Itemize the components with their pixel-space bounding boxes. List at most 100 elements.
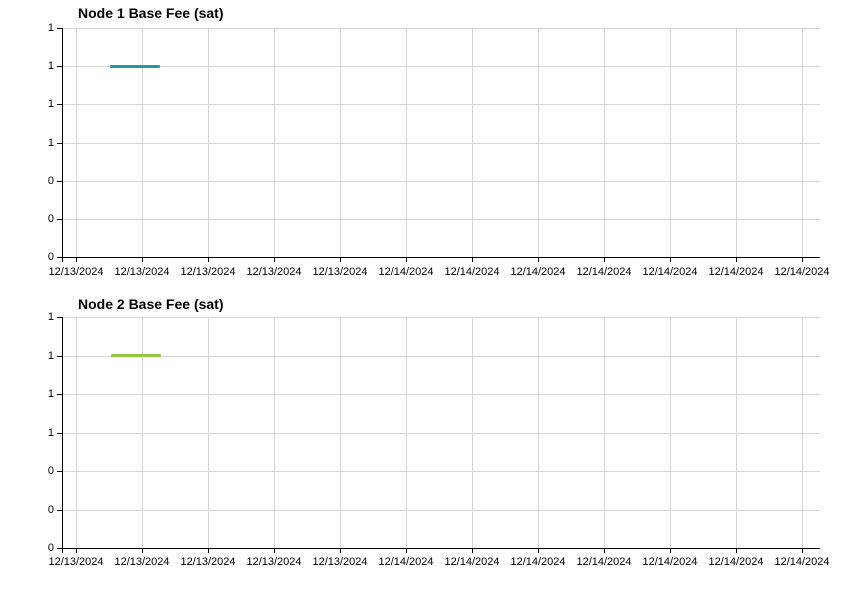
x-axis-tick-label: 12/13/2024 bbox=[180, 556, 236, 568]
x-tick-mark bbox=[142, 257, 143, 262]
x-axis-tick-label: 12/14/2024 bbox=[510, 266, 566, 278]
x-tick-mark bbox=[208, 548, 209, 553]
x-tick-mark bbox=[472, 548, 473, 553]
v-gridline bbox=[538, 28, 539, 257]
x-axis-tick-label: 12/14/2024 bbox=[576, 556, 632, 568]
y-tick-mark bbox=[57, 181, 62, 182]
y-axis-tick-label: 1 bbox=[47, 137, 54, 149]
y-tick-mark bbox=[57, 317, 62, 318]
x-axis-tick-label: 12/13/2024 bbox=[312, 266, 368, 278]
y-tick-mark bbox=[57, 66, 62, 67]
x-axis-tick-label: 12/13/2024 bbox=[246, 556, 302, 568]
h-gridline bbox=[62, 394, 820, 395]
x-axis-tick-label: 12/14/2024 bbox=[774, 556, 830, 568]
x-tick-mark bbox=[736, 257, 737, 262]
v-gridline bbox=[208, 317, 209, 548]
y-tick-mark bbox=[57, 356, 62, 357]
v-gridline bbox=[340, 28, 341, 257]
y-tick-mark bbox=[57, 104, 62, 105]
x-axis-line bbox=[62, 548, 820, 549]
v-gridline bbox=[472, 28, 473, 257]
v-gridline bbox=[604, 28, 605, 257]
h-gridline bbox=[62, 471, 820, 472]
x-tick-mark bbox=[76, 548, 77, 553]
y-axis-tick-label: 1 bbox=[47, 22, 54, 34]
y-tick-mark bbox=[57, 257, 62, 258]
v-gridline bbox=[472, 317, 473, 548]
y-axis-tick-label: 1 bbox=[47, 311, 54, 323]
x-tick-mark bbox=[76, 257, 77, 262]
h-gridline bbox=[62, 317, 820, 318]
y-axis-tick-label: 1 bbox=[47, 388, 54, 400]
y-axis-tick-label: 0 bbox=[47, 213, 54, 225]
x-axis-tick-label: 12/13/2024 bbox=[48, 556, 104, 568]
x-axis-tick-label: 12/14/2024 bbox=[708, 266, 764, 278]
h-gridline bbox=[62, 28, 820, 29]
x-tick-mark bbox=[208, 257, 209, 262]
y-tick-mark bbox=[57, 548, 62, 549]
h-gridline bbox=[62, 66, 820, 67]
x-tick-mark bbox=[142, 548, 143, 553]
h-gridline bbox=[62, 219, 820, 220]
y-axis-tick-label: 1 bbox=[47, 427, 54, 439]
x-axis-tick-label: 12/14/2024 bbox=[378, 556, 434, 568]
y-axis-tick-label: 0 bbox=[47, 504, 54, 516]
v-gridline bbox=[802, 317, 803, 548]
x-axis-tick-label: 12/13/2024 bbox=[48, 266, 104, 278]
x-tick-mark bbox=[274, 257, 275, 262]
y-tick-mark bbox=[57, 471, 62, 472]
x-axis-tick-label: 12/14/2024 bbox=[444, 556, 500, 568]
y-axis-line bbox=[62, 28, 63, 258]
h-gridline bbox=[62, 433, 820, 434]
y-axis-line bbox=[62, 317, 63, 549]
y-tick-mark bbox=[57, 28, 62, 29]
x-tick-mark bbox=[340, 548, 341, 553]
v-gridline bbox=[76, 28, 77, 257]
x-axis-tick-label: 12/14/2024 bbox=[378, 266, 434, 278]
x-tick-mark bbox=[604, 257, 605, 262]
h-gridline bbox=[62, 181, 820, 182]
x-axis-tick-label: 12/14/2024 bbox=[444, 266, 500, 278]
x-axis-tick-label: 12/14/2024 bbox=[774, 266, 830, 278]
y-axis-tick-label: 0 bbox=[47, 251, 54, 263]
series-line-node-2 bbox=[111, 354, 161, 357]
x-tick-mark bbox=[472, 257, 473, 262]
y-tick-mark bbox=[57, 510, 62, 511]
x-tick-mark bbox=[670, 548, 671, 553]
x-axis-tick-label: 12/13/2024 bbox=[114, 556, 170, 568]
y-axis-tick-label: 1 bbox=[47, 60, 54, 72]
v-gridline bbox=[208, 28, 209, 257]
x-axis-tick-label: 12/13/2024 bbox=[312, 556, 368, 568]
v-gridline bbox=[340, 317, 341, 548]
x-tick-mark bbox=[406, 548, 407, 553]
x-axis-tick-label: 12/14/2024 bbox=[510, 556, 566, 568]
h-gridline bbox=[62, 356, 820, 357]
x-tick-mark bbox=[802, 257, 803, 262]
x-axis-tick-label: 12/13/2024 bbox=[114, 266, 170, 278]
x-tick-mark bbox=[538, 257, 539, 262]
v-gridline bbox=[670, 28, 671, 257]
v-gridline bbox=[736, 317, 737, 548]
v-gridline bbox=[406, 28, 407, 257]
x-axis-tick-label: 12/14/2024 bbox=[576, 266, 632, 278]
h-gridline bbox=[62, 104, 820, 105]
y-tick-mark bbox=[57, 219, 62, 220]
x-axis-line bbox=[62, 257, 820, 258]
x-axis-corner-tick bbox=[62, 548, 63, 553]
v-gridline bbox=[406, 317, 407, 548]
x-axis-tick-label: 12/14/2024 bbox=[708, 556, 764, 568]
y-axis-tick-label: 1 bbox=[47, 98, 54, 110]
x-tick-mark bbox=[670, 257, 671, 262]
x-tick-mark bbox=[802, 548, 803, 553]
y-tick-mark bbox=[57, 433, 62, 434]
v-gridline bbox=[142, 317, 143, 548]
x-tick-mark bbox=[274, 548, 275, 553]
y-axis-tick-label: 1 bbox=[47, 350, 54, 362]
v-gridline bbox=[802, 28, 803, 257]
y-tick-mark bbox=[57, 143, 62, 144]
v-gridline bbox=[670, 317, 671, 548]
v-gridline bbox=[538, 317, 539, 548]
x-axis-tick-label: 12/13/2024 bbox=[180, 266, 236, 278]
v-gridline bbox=[142, 28, 143, 257]
